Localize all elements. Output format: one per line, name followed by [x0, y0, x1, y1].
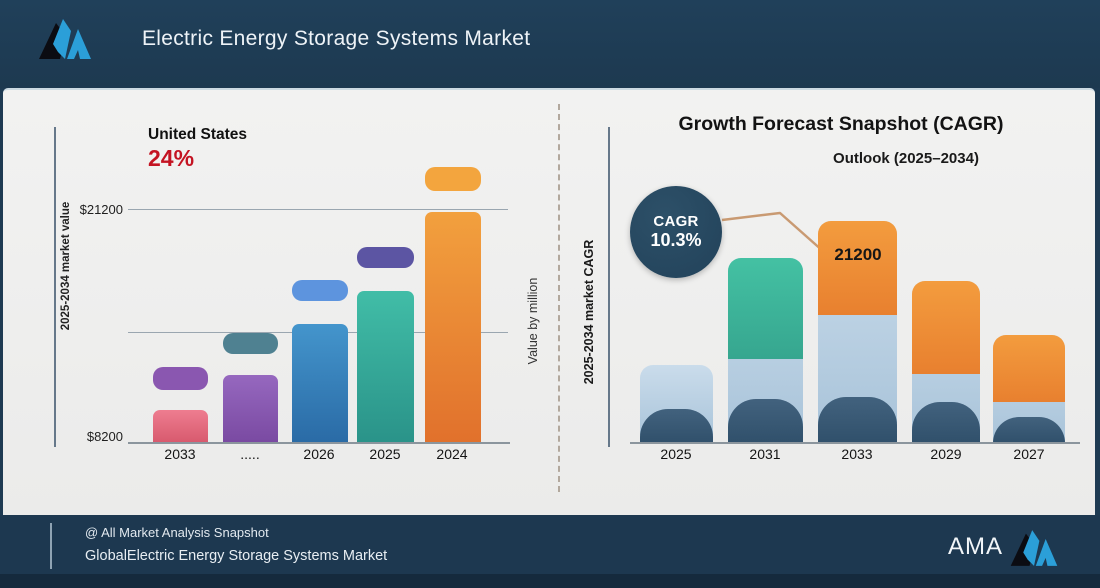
- footer-brand-text: AMA: [948, 533, 1004, 560]
- right-xlabel-2027: 2027: [1013, 446, 1045, 462]
- y-tick-bottom: $8200: [86, 429, 123, 444]
- y-tick-top: $21200: [79, 202, 123, 217]
- bar-2033: [153, 410, 208, 442]
- left-xlabel-2024: 2024: [436, 446, 468, 462]
- right-chart-subtitle: Outlook (2025–2034): [833, 150, 979, 167]
- cagr-badge-label: CAGR: [653, 213, 699, 230]
- rbar-2031: [728, 258, 803, 443]
- right-xlabel-2033: 2033: [841, 446, 873, 462]
- rbar-2029-top-segment: [912, 281, 980, 374]
- rbar-2025-base-segment: [640, 409, 713, 443]
- right-xlabel-2029: 2029: [930, 446, 962, 462]
- right-y-axis: [608, 127, 610, 447]
- cagr-badge-value: 10.3%: [650, 230, 702, 250]
- footer-separator: [50, 523, 52, 569]
- left-y-axis: [54, 127, 56, 447]
- right-y-axis-title: 2025-2034 market CAGR: [582, 239, 596, 385]
- highlight-percent: 24%: [148, 145, 195, 171]
- cagr-badge: CAGR 10.3%: [630, 186, 722, 278]
- header: Electric Energy Storage Systems Market: [0, 0, 1100, 88]
- rbar-2033-top-segment: [818, 221, 897, 315]
- page-title: Electric Energy Storage Systems Market: [142, 27, 531, 50]
- cap-2033: [153, 367, 208, 390]
- ama-logo-icon: [39, 19, 91, 59]
- bar-2026: [292, 324, 348, 442]
- left-x-axis: [128, 442, 510, 444]
- right-chart-title: Growth Forecast Snapshot (CAGR): [678, 113, 1004, 135]
- footer-line2: GlobalElectric Energy Storage Systems Ma…: [85, 548, 388, 564]
- infographic-panel: 2025-2034 market value United States 24%…: [3, 88, 1095, 515]
- cap-2026: [292, 280, 348, 301]
- bar-2025: [357, 291, 414, 442]
- bar-2024: [425, 212, 481, 442]
- left-xlabel-dots: .....: [240, 446, 260, 462]
- right-x-axis: [630, 442, 1080, 444]
- rbar-2027: [993, 335, 1065, 443]
- callout-connector-line: [721, 211, 825, 253]
- rbar-2033-base-segment: [818, 397, 897, 443]
- left-xlabel-2026: 2026: [303, 446, 335, 462]
- right-xlabel-2031: 2031: [749, 446, 781, 462]
- right-xlabel-2025: 2025: [660, 446, 692, 462]
- cap-dots: [223, 333, 278, 354]
- bar-value-label: 21200: [834, 245, 882, 264]
- rbar-2029-base-segment: [912, 402, 980, 443]
- footer-line1: @ All Market Analysis Snapshot: [85, 525, 269, 540]
- cap-2025: [357, 247, 414, 268]
- rbar-2031-base-segment: [728, 399, 803, 443]
- rbar-2027-top-segment: [993, 335, 1065, 402]
- rbar-2033: [818, 221, 897, 443]
- left-xlabel-2033: 2033: [164, 446, 196, 462]
- cap-2024: [425, 167, 481, 191]
- gridline-top: [128, 209, 508, 210]
- rbar-2025: [640, 365, 713, 443]
- dashed-divider: [558, 104, 560, 492]
- rbar-2031-top-segment: [728, 258, 803, 359]
- bottom-strip: [0, 574, 1100, 588]
- region-label: United States: [148, 126, 248, 143]
- rbar-2027-base-segment: [993, 417, 1065, 443]
- bar-dots: [223, 375, 278, 442]
- value-by-million-label: Value by million: [526, 277, 540, 365]
- left-xlabel-2025: 2025: [369, 446, 401, 462]
- footer-ama-logo-icon: [1010, 530, 1058, 566]
- rbar-2029: [912, 281, 980, 443]
